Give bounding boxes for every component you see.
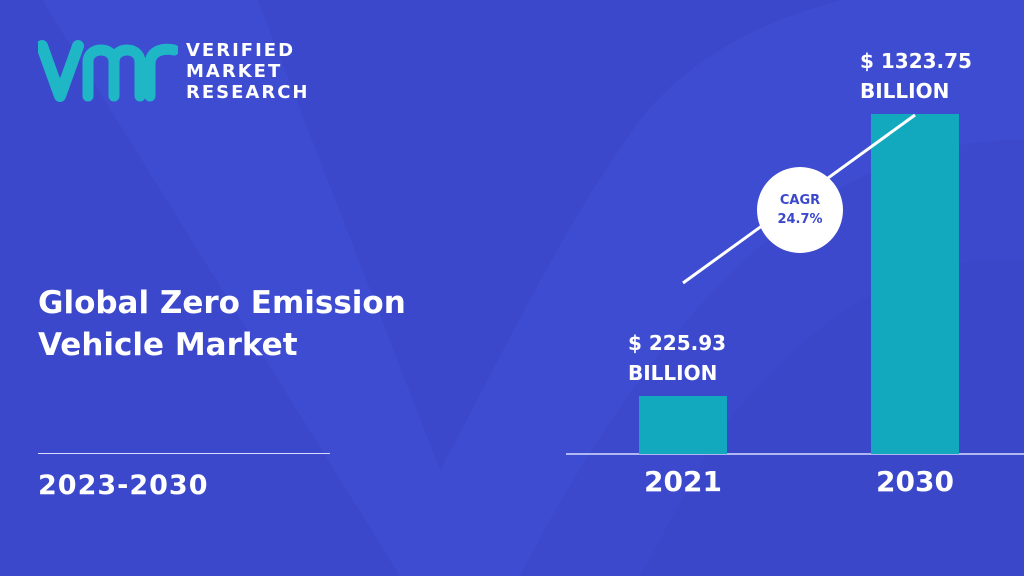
category-label-2030: 2030 bbox=[876, 465, 954, 498]
vmr-logo-icon bbox=[38, 40, 178, 102]
value-amount-2021: $ 225.93 bbox=[628, 330, 727, 355]
cagr-label: CAGR bbox=[779, 193, 821, 208]
bar-2021 bbox=[639, 395, 727, 454]
bar-2030 bbox=[871, 114, 959, 454]
brand-line-3: RESEARCH bbox=[186, 82, 310, 103]
brand-line-2: MARKET bbox=[186, 61, 283, 82]
cagr-value: 24.7% bbox=[777, 212, 823, 227]
page-title: Global Zero Emission Vehicle Market bbox=[38, 282, 468, 366]
cagr-badge: CAGR 24.7% bbox=[757, 167, 843, 253]
title-line-1: Global Zero Emission bbox=[38, 285, 406, 321]
value-unit-2021: BILLION bbox=[628, 360, 718, 385]
value-label-2021: $ 225.93 BILLION bbox=[628, 328, 726, 388]
value-label-2030: $ 1323.75 BILLION bbox=[860, 46, 972, 106]
brand-line-1: VERIFIED bbox=[186, 40, 296, 61]
title-line-2: Vehicle Market bbox=[38, 327, 298, 363]
category-label-2021: 2021 bbox=[644, 465, 722, 498]
value-unit-2030: BILLION bbox=[860, 79, 950, 103]
forecast-period: 2023-2030 bbox=[38, 470, 209, 501]
value-amount-2030: $ 1323.75 bbox=[860, 49, 972, 73]
brand-logo: VERIFIED MARKET RESEARCH bbox=[38, 38, 328, 108]
brand-name: VERIFIED MARKET RESEARCH bbox=[186, 40, 309, 103]
divider bbox=[38, 453, 330, 454]
